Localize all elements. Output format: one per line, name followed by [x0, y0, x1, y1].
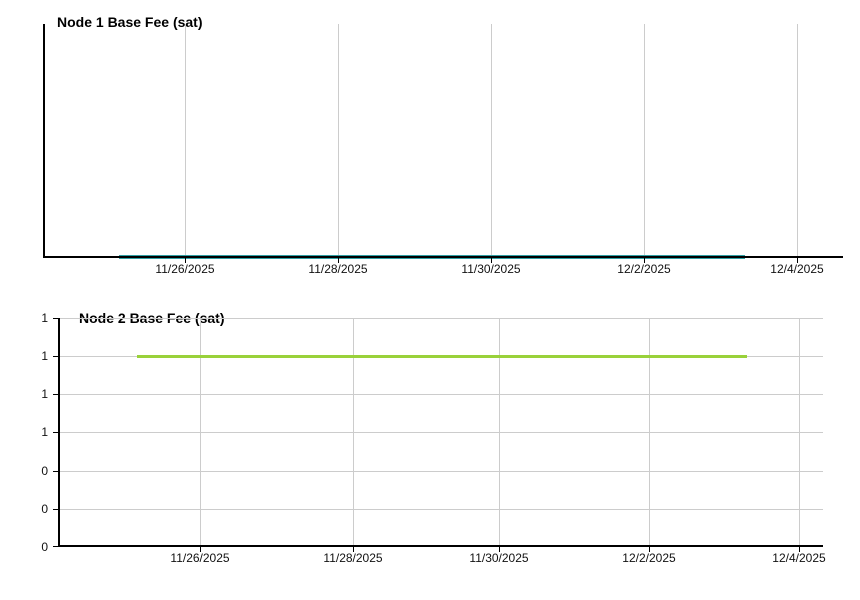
chart-node1-plot-area [43, 24, 843, 263]
x-tick-mark [799, 547, 800, 552]
x-tick-label: 12/2/2025 [617, 262, 671, 276]
chart-node1-title: Node 1 Base Fee (sat) [57, 13, 203, 30]
x-tick-label: 11/28/2025 [323, 551, 383, 565]
h-gridline [58, 509, 823, 510]
x-tick-mark [644, 258, 645, 263]
x-tick-label: 12/4/2025 [772, 551, 826, 565]
y-tick-mark [53, 509, 58, 510]
y-tick-label: 1 [41, 311, 48, 325]
chart-node1-base-fee: Node 1 Base Fee (sat) 11/26/2025 11/28/2… [0, 0, 860, 290]
x-tick-label: 12/2/2025 [622, 551, 676, 565]
chart-node2-title: Node 2 Base Fee (sat) [79, 309, 225, 326]
y-tick-mark [53, 546, 58, 547]
v-gridline [799, 318, 800, 547]
y-tick-mark [53, 471, 58, 472]
node1-x-axis [43, 256, 843, 258]
x-tick-label: 11/30/2025 [461, 262, 521, 276]
y-tick-mark [53, 318, 58, 319]
x-tick-label: 11/30/2025 [469, 551, 529, 565]
x-tick-mark [200, 547, 201, 552]
x-tick-label: 12/4/2025 [770, 262, 824, 276]
v-gridline [649, 318, 650, 547]
x-tick-label: 11/26/2025 [170, 551, 230, 565]
x-tick-mark [649, 547, 650, 552]
x-tick-mark [185, 258, 186, 263]
x-tick-mark [499, 547, 500, 552]
x-tick-label: 11/26/2025 [155, 262, 215, 276]
y-tick-mark [53, 356, 58, 357]
v-gridline [797, 24, 798, 258]
v-gridline [644, 24, 645, 258]
v-gridline [200, 318, 201, 547]
y-tick-label: 1 [41, 387, 48, 401]
v-gridline [499, 318, 500, 547]
y-tick-mark [53, 394, 58, 395]
x-tick-label: 11/28/2025 [308, 262, 368, 276]
x-tick-mark [353, 547, 354, 552]
h-gridline [58, 432, 823, 433]
h-gridline [58, 394, 823, 395]
y-tick-label: 0 [41, 464, 48, 478]
x-tick-mark [491, 258, 492, 263]
y-tick-mark [53, 432, 58, 433]
node2-y-axis [58, 318, 60, 547]
x-tick-mark [797, 258, 798, 263]
chart-node2-base-fee: Node 2 Base Fee (sat) 1 1 1 1 0 [0, 290, 860, 590]
y-tick-label: 0 [41, 540, 48, 554]
node2-x-axis [58, 545, 823, 547]
v-gridline [338, 24, 339, 258]
y-tick-label: 1 [41, 349, 48, 363]
chart-node2-plot-area [53, 318, 823, 552]
v-gridline [185, 24, 186, 258]
node1-y-axis [43, 24, 45, 258]
v-gridline [353, 318, 354, 547]
y-tick-label: 1 [41, 425, 48, 439]
h-gridline [58, 471, 823, 472]
y-tick-label: 0 [41, 502, 48, 516]
h-gridline [58, 318, 823, 319]
x-tick-mark [338, 258, 339, 263]
node2-series-line [137, 354, 747, 358]
v-gridline [491, 24, 492, 258]
